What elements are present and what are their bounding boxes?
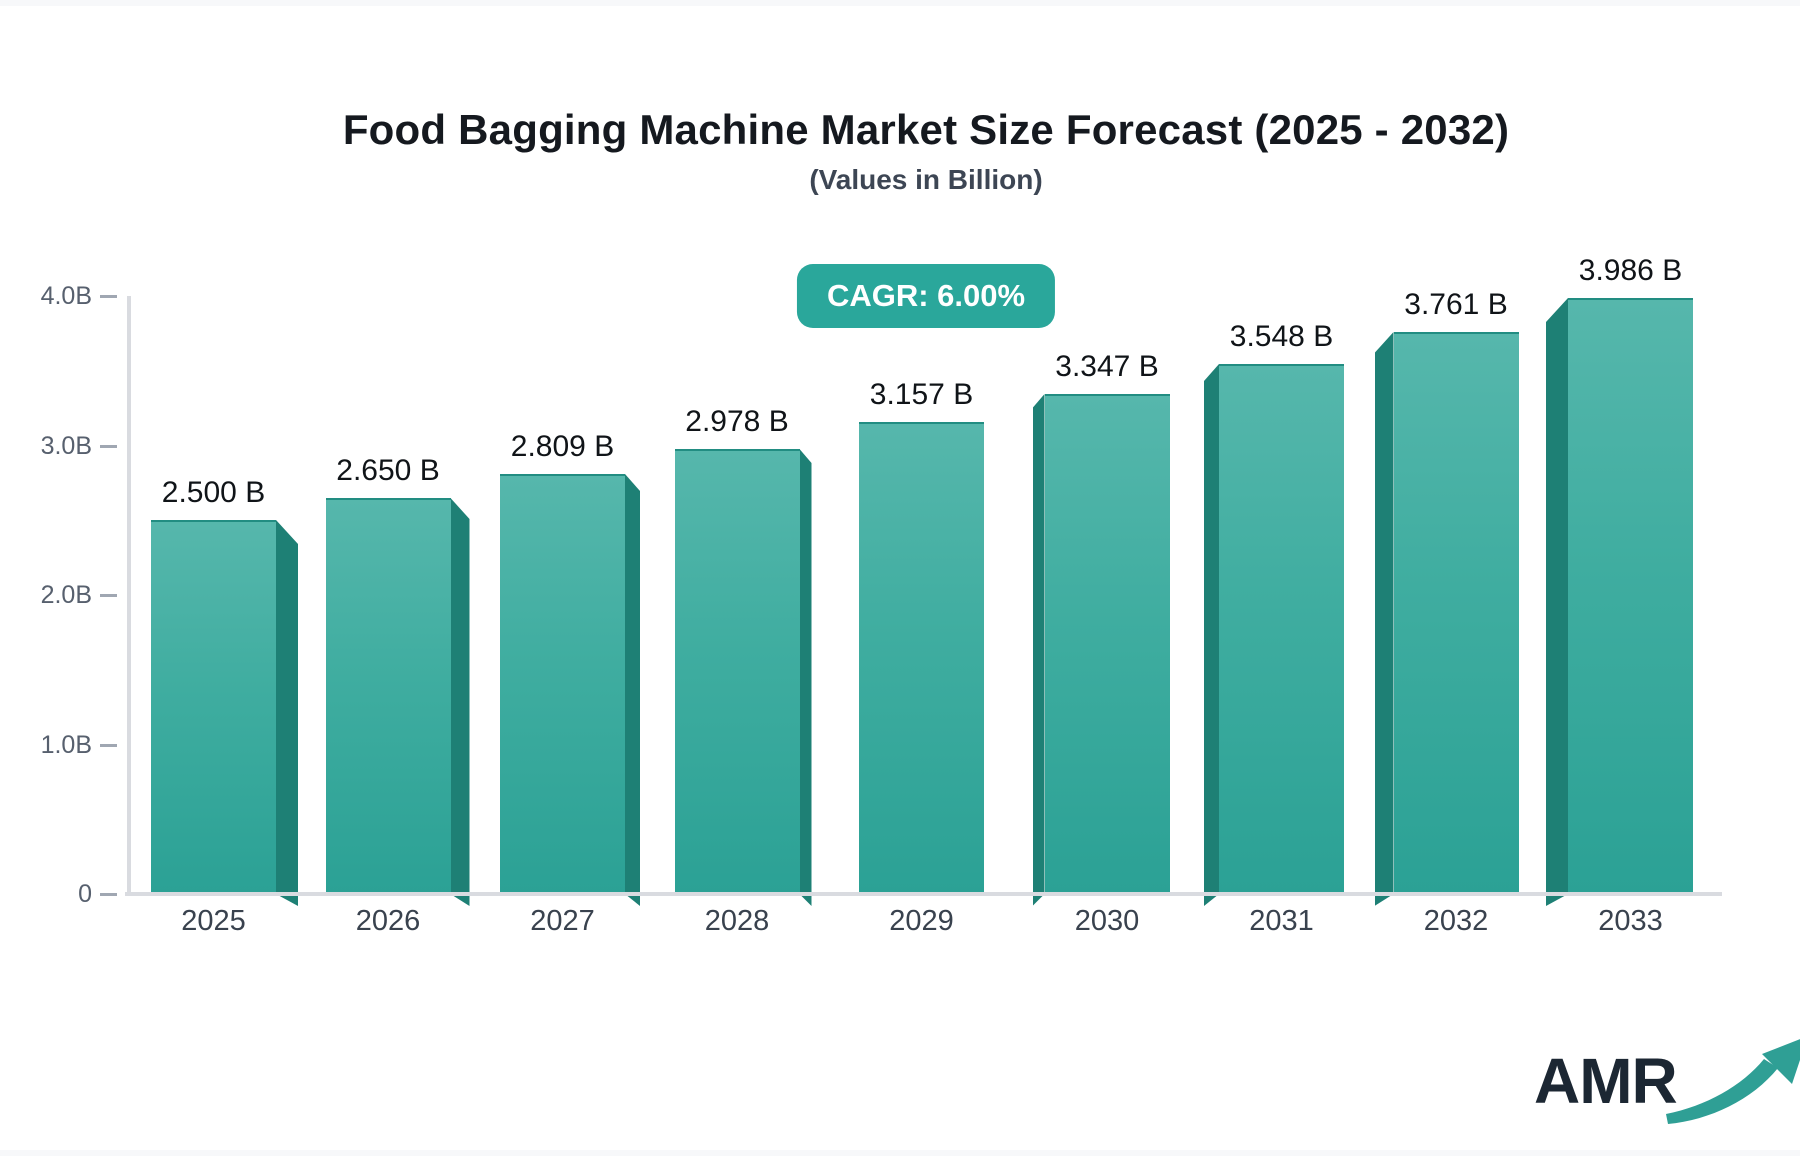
x-axis-label-2028: 2028 <box>704 905 770 937</box>
y-tick-label-4.0B: 4.0B <box>40 282 92 310</box>
bar-value-label-2029: 3.157 B <box>869 378 974 411</box>
bar-side-2033 <box>1546 298 1568 906</box>
x-axis-label-2033: 2033 <box>1598 905 1663 937</box>
bar-side-2031 <box>1204 364 1219 906</box>
bar-value-label-2025: 2.500 B <box>161 476 266 509</box>
bar-value-label-2027: 2.809 B <box>510 430 615 463</box>
bar-2029 <box>859 422 984 894</box>
x-axis-label-2029: 2029 <box>889 905 954 937</box>
x-axis-label-2026: 2026 <box>355 905 421 937</box>
bar-2025 <box>151 520 276 894</box>
chart-title: Food Bagging Machine Market Size Forecas… <box>342 106 1510 153</box>
growth-arrow-icon <box>1666 1039 1800 1124</box>
chart-subtitle: (Values in Billion) <box>809 164 1043 195</box>
x-axis-label-2027: 2027 <box>530 905 595 937</box>
bar-value-label-2028: 2.978 B <box>685 405 789 438</box>
cagr-badge: CAGR: 6.00% <box>796 264 1056 328</box>
bar-value-label-2030: 3.347 B <box>1055 350 1159 383</box>
bar-2028 <box>674 449 800 894</box>
y-tick-mark <box>100 295 117 298</box>
bar-2026 <box>325 498 451 894</box>
y-tick-mark <box>100 743 117 747</box>
y-tick-label-2.0B: 2.0B <box>40 581 92 609</box>
bar-side-2032 <box>1375 332 1394 906</box>
bar-side-2030 <box>1033 394 1045 906</box>
bar-value-label-2026: 2.650 B <box>336 454 440 487</box>
y-tick-label-3.0B: 3.0B <box>40 431 92 460</box>
bar-2030 <box>1044 394 1170 894</box>
amr-logo-text: AMR <box>1534 1045 1678 1117</box>
bar-side-2026 <box>451 498 470 906</box>
bar-value-label-2031: 3.548 B <box>1229 320 1334 353</box>
bar-2033 <box>1568 298 1693 894</box>
y-tick-mark <box>100 594 117 597</box>
y-tick-label-0: 0 <box>78 880 92 908</box>
bar-2031 <box>1219 364 1344 894</box>
y-tick-mark <box>100 444 117 448</box>
y-tick-label-1.0B: 1.0B <box>40 730 92 759</box>
bar-value-label-2033: 3.986 B <box>1578 254 1683 287</box>
x-axis-label-2031: 2031 <box>1249 905 1314 937</box>
bar-2032 <box>1393 332 1519 894</box>
bar-value-label-2032: 3.761 B <box>1404 288 1508 321</box>
y-tick-mark <box>100 893 117 896</box>
bar-side-2028 <box>800 449 812 906</box>
x-axis-line <box>125 892 1722 896</box>
y-axis-line <box>127 296 131 896</box>
bar-side-2027 <box>625 474 640 906</box>
bar-2027 <box>500 474 625 894</box>
amr-logo: AMR <box>1528 1030 1800 1130</box>
x-axis-label-2030: 2030 <box>1074 905 1140 937</box>
bar-side-2025 <box>276 520 298 906</box>
x-axis-label-2025: 2025 <box>181 905 246 937</box>
x-axis-label-2032: 2032 <box>1423 905 1489 937</box>
